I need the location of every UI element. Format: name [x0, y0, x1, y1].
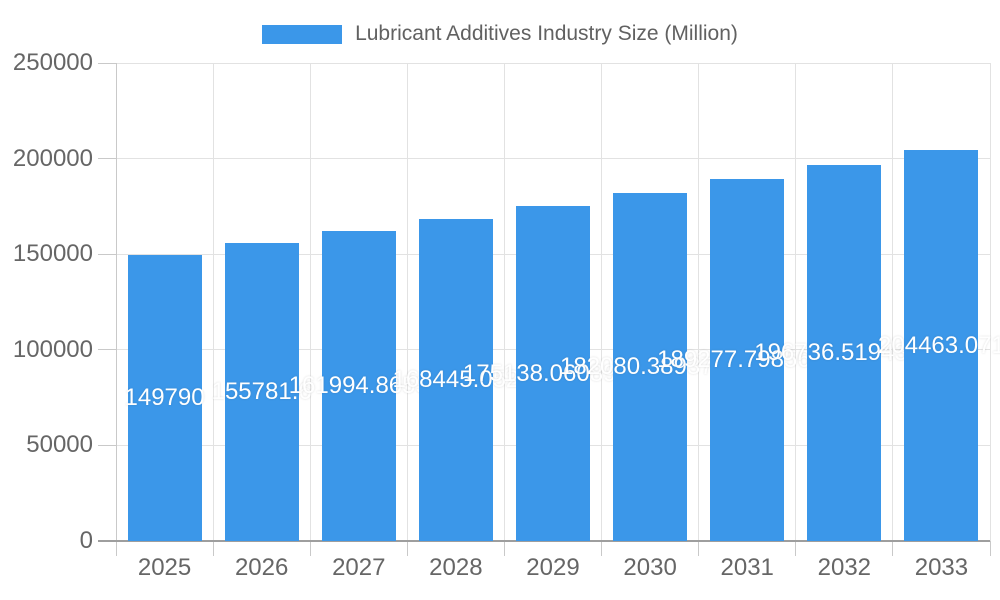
v-gridline: [212, 63, 214, 541]
h-gridline: [116, 158, 990, 160]
x-tick-label-2032: 2032: [817, 554, 872, 581]
x-tick-label-2028: 2028: [429, 554, 483, 581]
x-tick-label-2033: 2033: [914, 554, 969, 581]
v-gridline: [115, 63, 117, 541]
bar-value-label-2026: 155781.6: [211, 378, 312, 406]
x-tick-label-2025: 2025: [137, 554, 192, 581]
bar-value-label-2027: 161994.8655: [288, 372, 429, 400]
bar-value-label-2028: 168445.052: [392, 365, 520, 393]
y-tick-label: 50000: [26, 431, 93, 459]
bar-value-label-2025: 149790: [124, 383, 205, 411]
y-tick-mark: [98, 349, 116, 351]
legend-label: Lubricant Additives Industry Size (Milli…: [355, 22, 738, 45]
bar-2026[interactable]: 155781.6: [212, 243, 312, 541]
v-gridline: [698, 63, 700, 541]
y-tick-mark: [98, 158, 116, 160]
v-gridline: [892, 63, 894, 541]
bar-2032[interactable]: 196736.5194319: [754, 164, 934, 541]
v-gridline: [795, 63, 797, 541]
y-tick-label: 200000: [12, 144, 93, 172]
v-gridline: [601, 63, 603, 541]
x-tick-label-2026: 2026: [234, 554, 289, 581]
bar-2031[interactable]: 189277.7985672: [657, 179, 837, 541]
bar-2029[interactable]: 175138.0608924: [463, 206, 643, 541]
y-tick-mark: [98, 62, 116, 64]
bar-2030[interactable]: 182080.3893724: [560, 192, 740, 541]
legend-swatch: [262, 24, 343, 44]
h-gridline: [116, 62, 990, 64]
y-tick-mark: [98, 540, 116, 542]
y-tick-mark: [98, 253, 116, 255]
y-tick-mark: [98, 444, 116, 446]
x-tick-label-2027: 2027: [332, 554, 386, 581]
v-gridline: [406, 63, 408, 541]
v-gridline: [503, 63, 505, 541]
y-tick-label: 100000: [12, 335, 93, 363]
chart-legend[interactable]: Lubricant Additives Industry Size (Milli…: [0, 22, 1000, 46]
v-gridline: [989, 63, 991, 541]
bar-2028[interactable]: 168445.052: [392, 218, 519, 541]
x-tick-label-2029: 2029: [526, 554, 580, 581]
bar-2025[interactable]: 149790: [124, 254, 205, 541]
y-tick-label: 0: [79, 527, 93, 554]
x-tick-label-2030: 2030: [623, 554, 677, 581]
bar-2027[interactable]: 161994.8655: [289, 231, 429, 541]
v-gridline: [309, 63, 311, 541]
x-tick-label-2031: 2031: [720, 554, 774, 581]
y-tick-label: 250000: [12, 49, 93, 76]
y-tick-label: 150000: [12, 240, 93, 268]
bar-2033[interactable]: 204463.071: [878, 150, 1000, 541]
bar-value-label-2033: 204463.071: [878, 331, 1000, 359]
